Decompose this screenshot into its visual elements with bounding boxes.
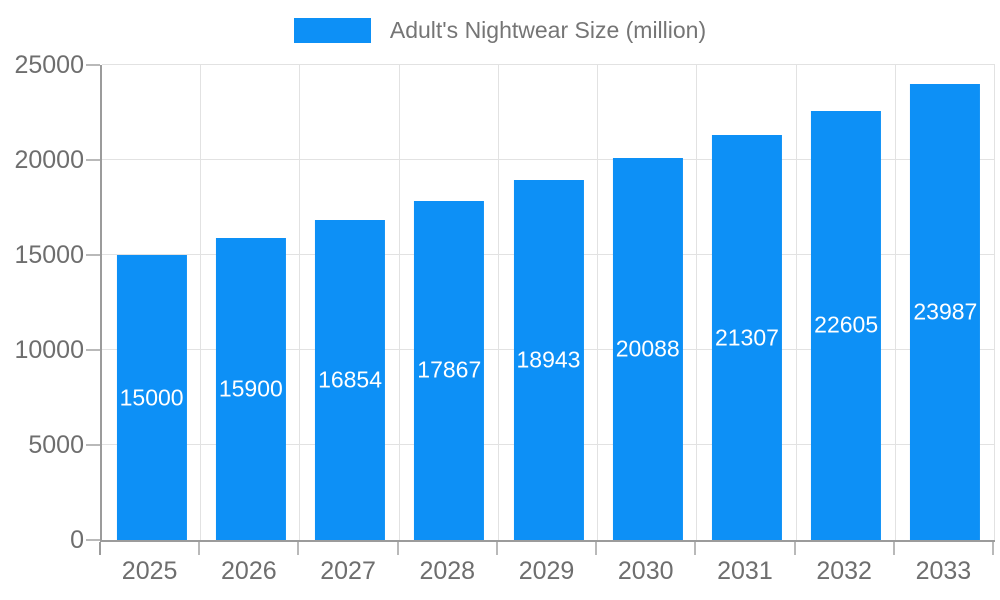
bar-value-label: 18943 <box>516 346 581 373</box>
y-tick-label: 25000 <box>14 51 84 79</box>
x-tick-label: 2033 <box>915 557 972 585</box>
x-axis-tick <box>892 542 895 555</box>
h-gridline <box>102 64 995 65</box>
bar-value-label: 22605 <box>814 311 879 338</box>
x-axis-tick <box>396 542 399 555</box>
x-axis-tick <box>595 542 598 555</box>
x-axis-labels: 2025 2026 2027 2028 2029 2030 2031 2032 2033 <box>100 556 993 586</box>
bar-value-label: 20088 <box>615 335 680 362</box>
y-axis-tick <box>86 254 100 256</box>
bar-value-label: 16854 <box>318 366 383 393</box>
y-axis-tick <box>86 159 100 161</box>
x-axis-tick <box>992 542 994 555</box>
bar-value-label: 15000 <box>119 384 184 410</box>
x-axis-tick <box>198 542 201 555</box>
bar[interactable]: 23987 <box>910 84 981 540</box>
x-tick-label: 2030 <box>617 557 674 585</box>
v-gridline <box>994 65 995 540</box>
v-gridline <box>696 65 698 540</box>
x-axis-ticks <box>99 542 994 555</box>
v-gridline <box>894 65 896 540</box>
x-axis-tick <box>694 542 697 555</box>
x-tick-label: 2025 <box>121 557 178 585</box>
bar[interactable]: 17867 <box>414 200 485 540</box>
x-tick-label: 2032 <box>816 557 872 585</box>
y-axis-tick <box>86 444 100 446</box>
bar-value-label: 23987 <box>913 298 978 325</box>
bar[interactable]: 21307 <box>711 135 782 540</box>
bar-value-label: 17867 <box>417 356 482 383</box>
x-tick-label: 2028 <box>419 557 476 585</box>
bar[interactable]: 15900 <box>215 237 286 540</box>
bar[interactable]: 20088 <box>612 158 683 540</box>
y-tick-label: 5000 <box>28 431 84 459</box>
x-tick-label: 2029 <box>518 557 575 585</box>
x-tick-label: 2026 <box>221 557 277 585</box>
v-gridline <box>497 65 499 540</box>
v-gridline <box>795 65 797 540</box>
bar[interactable]: 15000 <box>116 255 187 540</box>
y-axis-ticks <box>86 64 100 541</box>
x-axis-tick <box>99 542 101 555</box>
bar-value-label: 21307 <box>714 324 779 351</box>
chart-legend[interactable]: Adult's Nightwear Size (million) <box>0 18 1000 43</box>
y-tick-label: 20000 <box>14 146 84 174</box>
legend-swatch <box>293 18 371 43</box>
x-axis-tick <box>495 542 498 555</box>
x-tick-label: 2031 <box>717 557 773 585</box>
v-gridline <box>597 65 599 540</box>
bar[interactable]: 22605 <box>811 110 882 540</box>
v-gridline <box>299 65 301 540</box>
y-axis-labels: 0 5000 10000 15000 20000 25000 <box>0 52 84 553</box>
y-axis-tick <box>86 539 100 541</box>
x-axis-tick <box>297 542 300 555</box>
x-tick-label: 2027 <box>320 557 376 585</box>
bar-value-label: 15900 <box>218 375 283 402</box>
plot-area: 15000 15900 16854 17867 18943 20088 21307 22605… <box>100 64 995 542</box>
x-axis-tick <box>793 542 796 555</box>
bar[interactable]: 16854 <box>315 219 386 540</box>
v-gridline <box>200 65 202 540</box>
y-tick-label: 15000 <box>14 241 84 269</box>
y-tick-label: 0 <box>70 526 84 554</box>
h-gridline <box>102 159 995 160</box>
v-gridline <box>398 65 400 540</box>
y-tick-label: 10000 <box>14 336 84 364</box>
bar[interactable]: 18943 <box>513 180 584 540</box>
y-axis-tick <box>86 349 100 351</box>
y-axis-tick <box>86 64 100 66</box>
legend-label: Adult's Nightwear Size (million) <box>389 17 707 43</box>
